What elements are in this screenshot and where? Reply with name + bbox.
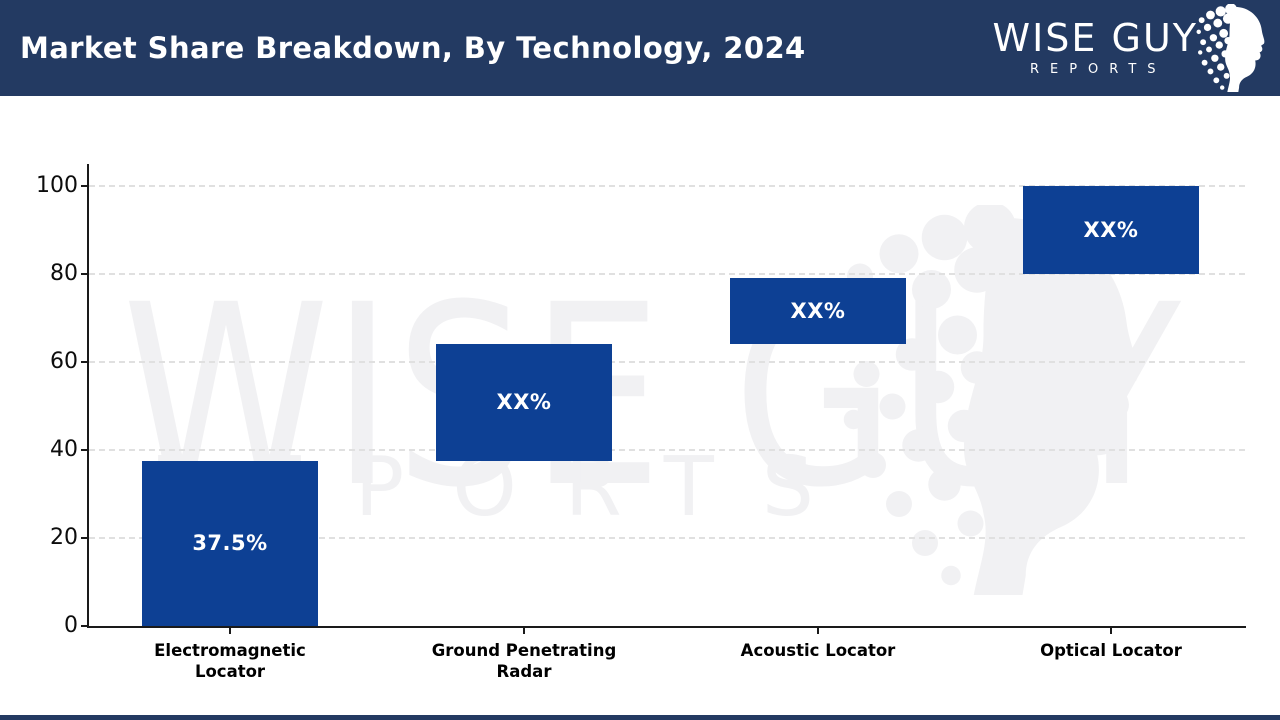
y-tickmark-80 — [81, 272, 88, 275]
bar-value-label-3: XX% — [790, 299, 846, 324]
bar-2: XX% — [436, 344, 612, 461]
x-tick-label-1: Electromagnetic Locator — [154, 641, 306, 682]
x-axis-line — [87, 626, 1246, 628]
x-tick-label-2: Ground Penetrating Radar — [431, 641, 617, 682]
y-tick-label-80: 80 — [50, 260, 78, 286]
gridline-40 — [89, 448, 1245, 451]
x-tickmark-4 — [1110, 627, 1112, 634]
y-tick-label-60: 60 — [50, 348, 78, 374]
x-tickmark-1 — [229, 627, 231, 634]
logo-wordmark: WISE GUY REPORTS — [993, 19, 1198, 77]
y-tick-label-0: 0 — [64, 613, 78, 638]
gridline-60 — [89, 360, 1245, 363]
gridline-20 — [89, 536, 1245, 539]
bar-4: XX% — [1023, 185, 1199, 274]
y-tick-label-100: 100 — [36, 172, 78, 198]
wiseguy-logo: WISE GUY REPORTS — [993, 4, 1270, 92]
y-axis-line — [87, 164, 89, 628]
bar-value-label-1: 37.5% — [192, 531, 268, 556]
y-tick-label-20: 20 — [50, 524, 78, 550]
x-tickmark-3 — [817, 627, 819, 634]
x-tick-label-3: Acoustic Locator — [740, 641, 896, 660]
y-tickmark-20 — [81, 536, 88, 539]
x-tick-label-4: Optical Locator — [1040, 641, 1182, 660]
logo-wiseguy-text: WISE GUY — [992, 16, 1198, 60]
gridline-80 — [89, 272, 1245, 275]
y-tick-label-40: 40 — [50, 436, 78, 462]
logo-reports-text: REPORTS — [1029, 62, 1167, 77]
y-tickmark-60 — [81, 360, 88, 363]
bar-3: XX% — [730, 278, 906, 345]
y-tickmark-100 — [81, 184, 88, 187]
gridline-100 — [89, 184, 1245, 187]
page-title: Market Share Breakdown, By Technology, 2… — [20, 31, 806, 65]
header-bar: Market Share Breakdown, By Technology, 2… — [0, 0, 1280, 96]
bar-value-label-4: XX% — [1083, 217, 1139, 242]
footer-bar — [0, 715, 1280, 720]
x-tickmark-2 — [523, 627, 525, 634]
bar-value-label-2: XX% — [496, 390, 552, 415]
bar-1: 37.5% — [142, 460, 318, 626]
y-tickmark-40 — [81, 448, 88, 451]
y-tickmark-0 — [81, 625, 88, 627]
